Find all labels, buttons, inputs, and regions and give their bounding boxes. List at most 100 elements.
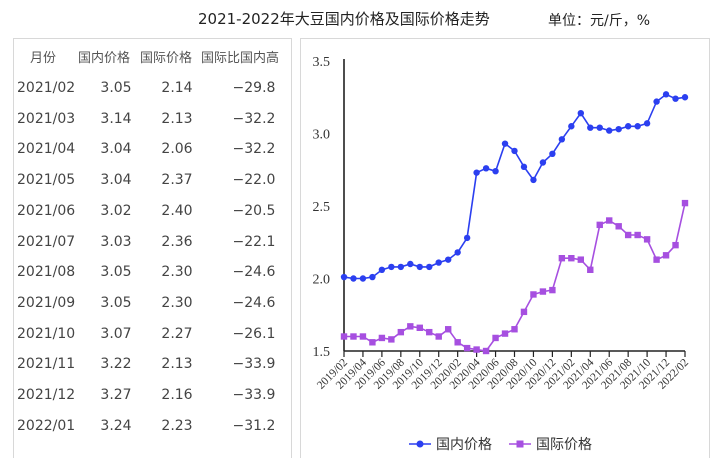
cell-month: 2022/01 bbox=[17, 417, 76, 434]
col-header-international: 国际价格 bbox=[140, 51, 193, 66]
international-data-point bbox=[606, 217, 613, 224]
domestic-data-point bbox=[369, 273, 376, 281]
domestic-data-point bbox=[501, 140, 509, 147]
cell-international-price: 2.30 bbox=[161, 294, 193, 311]
price-table: 月份 国内价格 国际价格 国际比国内高 2021/02 3.05 2.14 −29.8… bbox=[13, 38, 292, 458]
international-data-point bbox=[587, 266, 594, 273]
domestic-data-point bbox=[653, 98, 660, 105]
international-data-point bbox=[634, 231, 641, 239]
table-row: 2021/03 3.14 2.13 −32.2 bbox=[14, 111, 291, 135]
cell-domestic-price: 3.05 bbox=[100, 80, 132, 96]
international-data-point bbox=[615, 223, 622, 230]
cell-domestic-price: 3.24 bbox=[100, 417, 132, 434]
international-data-point bbox=[444, 326, 452, 333]
international-data-point bbox=[568, 255, 575, 262]
domestic-data-point bbox=[606, 127, 613, 134]
chart-title-text: 2021-2022年大豆国内价格及国际价格走势 bbox=[198, 10, 490, 28]
domestic-data-point bbox=[624, 123, 632, 130]
table-header: 月份 国内价格 国际价格 国际比国内高 bbox=[14, 47, 291, 69]
cell-domestic-price: 3.05 bbox=[100, 264, 132, 281]
domestic-data-point bbox=[643, 120, 651, 127]
cell-month: 2021/11 bbox=[17, 356, 76, 373]
table-row: 2021/06 3.02 2.40 −20.5 bbox=[14, 203, 291, 227]
table-row: 2021/04 3.04 2.06 −32.2 bbox=[14, 141, 291, 165]
domestic-data-point bbox=[407, 260, 414, 268]
cell-domestic-price: 3.27 bbox=[100, 387, 132, 403]
cell-domestic-price: 3.05 bbox=[100, 294, 132, 311]
international-data-point bbox=[530, 291, 537, 298]
cell-international-price: 2.30 bbox=[161, 264, 193, 281]
international-data-point bbox=[350, 333, 357, 340]
domestic-data-point bbox=[397, 263, 405, 271]
y-tick-label: 3.5 bbox=[313, 55, 331, 70]
cell-diff-pct: −31.2 bbox=[232, 417, 276, 434]
international-data-point bbox=[539, 288, 547, 295]
cell-month: 2021/05 bbox=[17, 172, 76, 189]
line-chart: 1.52.02.53.03.52019/022019/042019/062019… bbox=[313, 55, 692, 453]
y-tick-label: 2.0 bbox=[313, 273, 331, 288]
cell-domestic-price: 3.04 bbox=[100, 141, 132, 158]
cell-month: 2021/12 bbox=[17, 387, 76, 403]
table-row: 2021/02 3.05 2.14 −29.8 bbox=[14, 80, 291, 104]
cell-international-price: 2.36 bbox=[161, 233, 193, 250]
table-row: 2021/08 3.05 2.30 −24.6 bbox=[14, 264, 291, 288]
cell-diff-pct: −32.2 bbox=[232, 110, 276, 127]
col-header-domestic: 国内价格 bbox=[78, 51, 131, 66]
domestic-data-point bbox=[435, 259, 442, 266]
domestic-data-point bbox=[530, 176, 537, 184]
domestic-data-point bbox=[549, 150, 556, 157]
col-header-month: 月份 bbox=[30, 51, 57, 66]
domestic-data-point bbox=[416, 263, 423, 271]
unit-label: 单位：元/斤，% bbox=[548, 13, 651, 29]
table-row: 2021/05 3.04 2.37 −22.0 bbox=[14, 172, 291, 196]
domestic-data-point bbox=[662, 91, 670, 98]
domestic-data-point bbox=[359, 275, 367, 282]
domestic-data-point bbox=[615, 125, 622, 133]
cell-diff-pct: −32.2 bbox=[232, 141, 276, 158]
domestic-data-point bbox=[511, 147, 518, 155]
international-data-point bbox=[407, 323, 414, 330]
cell-domestic-price: 3.07 bbox=[100, 325, 132, 342]
international-data-point bbox=[463, 344, 471, 352]
cell-international-price: 2.13 bbox=[161, 356, 193, 373]
cell-domestic-price: 3.22 bbox=[100, 356, 132, 373]
domestic-price-line bbox=[343, 93, 686, 280]
international-data-point bbox=[501, 330, 509, 337]
cell-domestic-price: 3.02 bbox=[100, 202, 132, 219]
cell-domestic-price: 3.03 bbox=[100, 233, 132, 250]
cell-month: 2021/09 bbox=[17, 294, 76, 311]
cell-international-price: 2.16 bbox=[161, 387, 193, 403]
domestic-data-point bbox=[454, 249, 461, 256]
cell-month: 2021/04 bbox=[17, 141, 76, 158]
international-data-point bbox=[511, 326, 518, 333]
international-data-point bbox=[672, 241, 679, 249]
international-data-point bbox=[397, 328, 405, 336]
international-data-point bbox=[596, 221, 603, 229]
domestic-data-point bbox=[463, 234, 471, 242]
cell-international-price: 2.40 bbox=[161, 202, 193, 219]
cell-diff-pct: −22.0 bbox=[232, 172, 276, 189]
domestic-data-point bbox=[492, 168, 499, 175]
domestic-data-point bbox=[596, 124, 603, 131]
international-data-point bbox=[558, 255, 566, 262]
cell-international-price: 2.06 bbox=[161, 141, 193, 158]
international-data-point bbox=[643, 236, 651, 243]
international-data-point bbox=[577, 256, 585, 263]
international-data-point bbox=[359, 333, 367, 340]
cell-international-price: 2.27 bbox=[161, 325, 193, 342]
international-data-point bbox=[653, 256, 660, 263]
cell-international-price: 2.13 bbox=[161, 110, 193, 127]
international-data-point bbox=[492, 334, 499, 342]
international-data-point bbox=[435, 333, 442, 340]
international-data-point bbox=[426, 328, 433, 336]
cell-international-price: 2.37 bbox=[161, 172, 193, 189]
cell-month: 2021/06 bbox=[17, 202, 76, 219]
international-data-point bbox=[549, 286, 556, 294]
cell-diff-pct: −20.5 bbox=[232, 202, 276, 219]
international-data-point bbox=[340, 333, 348, 340]
domestic-data-point bbox=[473, 169, 480, 176]
domestic-data-point bbox=[558, 136, 566, 143]
international-data-point bbox=[624, 231, 632, 239]
international-data-point bbox=[388, 336, 395, 343]
cell-diff-pct: −26.1 bbox=[232, 325, 276, 342]
